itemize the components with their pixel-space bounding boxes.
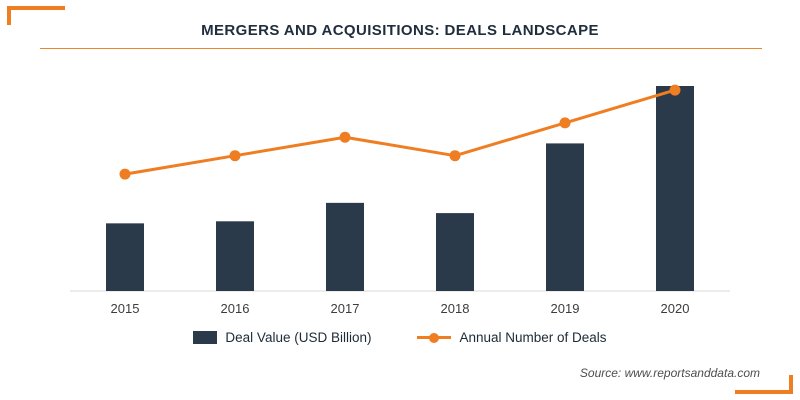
line-marker-2020: [669, 84, 681, 96]
bar-swatch-icon: [193, 331, 218, 344]
title-underline: [40, 48, 762, 49]
bar-2018: [436, 213, 474, 291]
line-marker-2016: [229, 150, 241, 162]
bar-2017: [326, 202, 364, 291]
x-tick-2016: 2016: [221, 301, 250, 316]
line-swatch-dot-icon: [429, 332, 440, 343]
line-marker-2019: [559, 117, 571, 129]
line-marker-2015: [119, 168, 131, 180]
x-tick-2017: 2017: [331, 301, 360, 316]
legend-label-annual-deals: Annual Number of Deals: [459, 330, 607, 345]
line-marker-2017: [339, 131, 351, 143]
x-tick-2015: 2015: [111, 301, 140, 316]
x-tick-2018: 2018: [441, 301, 470, 316]
bar-2020: [656, 86, 694, 291]
legend-item-deal-value: Deal Value (USD Billion): [193, 330, 371, 345]
line-marker-2018: [449, 150, 461, 162]
chart-title: MERGERS AND ACQUISITIONS: DEALS LANDSCAP…: [201, 22, 599, 39]
x-tick-2020: 2020: [661, 301, 690, 316]
bar-2015: [106, 223, 144, 291]
source-attribution: Source: www.reportsanddata.com: [579, 366, 760, 380]
annual-deals-line: [124, 88, 676, 176]
corner-accent-bottom-right: [735, 375, 793, 394]
line-swatch-icon: [417, 332, 452, 343]
legend-label-deal-value: Deal Value (USD Billion): [225, 330, 372, 345]
legend-item-annual-deals: Annual Number of Deals: [417, 330, 607, 345]
bar-2019: [546, 143, 584, 291]
bar-2016: [216, 221, 254, 291]
x-tick-2019: 2019: [551, 301, 580, 316]
chart-legend: Deal Value (USD Billion) Annual Number o…: [0, 330, 800, 345]
corner-accent-top-left: [7, 6, 65, 25]
